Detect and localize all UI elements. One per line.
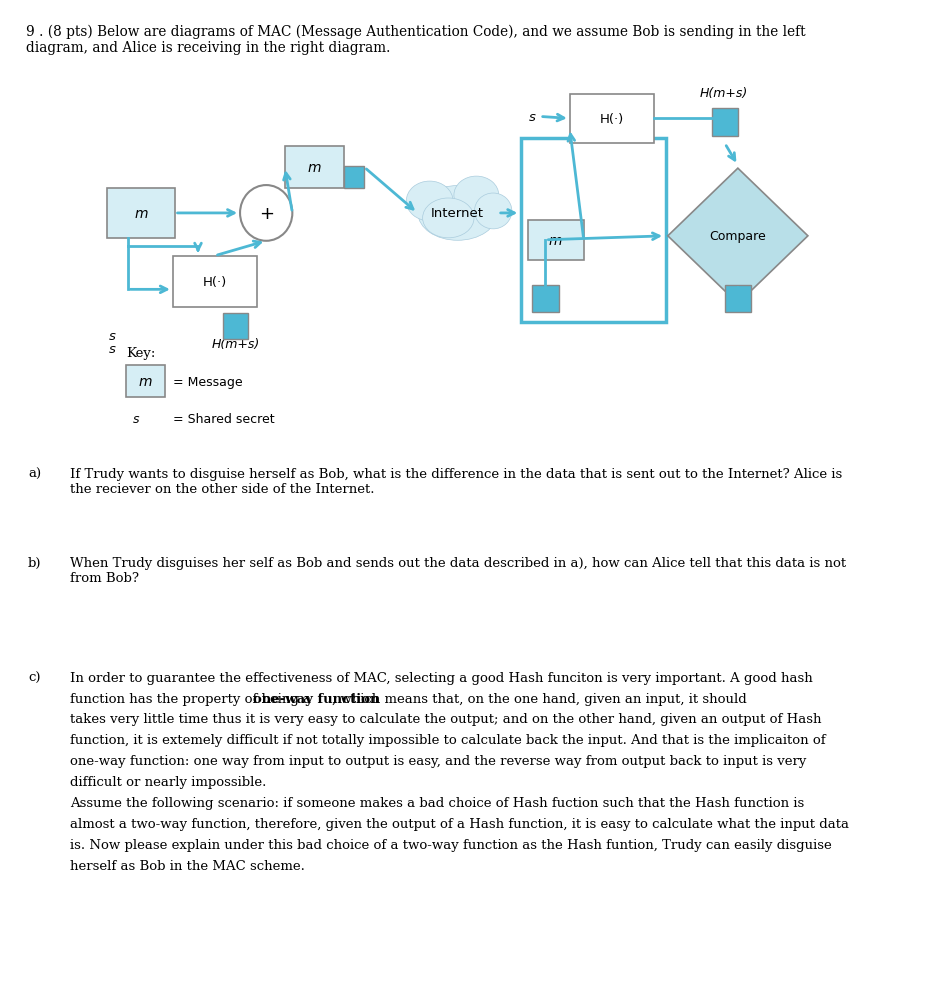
Text: s: s <box>529 110 535 124</box>
Text: m: m <box>139 375 152 389</box>
Text: herself as Bob in the MAC scheme.: herself as Bob in the MAC scheme. <box>70 859 304 872</box>
Text: m: m <box>549 234 562 248</box>
Text: When Trudy disguises her self as Bob and sends out the data described in a), how: When Trudy disguises her self as Bob and… <box>70 557 846 584</box>
FancyBboxPatch shape <box>173 256 257 308</box>
Text: H(·): H(·) <box>203 275 227 289</box>
Text: m: m <box>307 161 321 175</box>
FancyBboxPatch shape <box>712 109 738 137</box>
FancyBboxPatch shape <box>126 366 165 398</box>
Ellipse shape <box>422 199 474 239</box>
FancyBboxPatch shape <box>532 285 559 313</box>
Text: function has the property of being a: function has the property of being a <box>70 692 316 705</box>
FancyBboxPatch shape <box>570 94 654 144</box>
Text: If Trudy wants to disguise herself as Bob, what is the difference in the data th: If Trudy wants to disguise herself as Bo… <box>70 467 842 495</box>
FancyBboxPatch shape <box>528 221 584 260</box>
Text: H(m+s): H(m+s) <box>211 338 260 351</box>
Text: s: s <box>108 343 116 356</box>
Text: In order to guarantee the effectiveness of MAC, selecting a good Hash funciton i: In order to guarantee the effectiveness … <box>70 671 813 684</box>
FancyBboxPatch shape <box>725 285 751 313</box>
FancyBboxPatch shape <box>344 167 364 189</box>
Text: a): a) <box>28 467 41 480</box>
Text: b): b) <box>28 557 41 570</box>
Text: one-way function: one way from input to output is easy, and the reverse way from: one-way function: one way from input to … <box>70 754 806 767</box>
Text: takes very little time thus it is very easy to calculate the output; and on the : takes very little time thus it is very e… <box>70 713 822 726</box>
Text: = Message: = Message <box>173 375 243 389</box>
Text: s: s <box>133 413 139 426</box>
Text: Assume the following scenario: if someone makes a bad choice of Hash fuction suc: Assume the following scenario: if someon… <box>70 796 804 809</box>
Text: Key:: Key: <box>126 347 155 360</box>
Text: c): c) <box>28 671 40 684</box>
FancyBboxPatch shape <box>107 189 175 239</box>
Ellipse shape <box>418 187 498 241</box>
Text: Compare: Compare <box>710 230 766 244</box>
Text: m: m <box>134 207 148 221</box>
Text: , which means that, on the one hand, given an input, it should: , which means that, on the one hand, giv… <box>333 692 747 705</box>
Text: 9 . (8 pts) Below are diagrams of MAC (Message Authentication Code), and we assu: 9 . (8 pts) Below are diagrams of MAC (M… <box>26 25 806 56</box>
Text: H(·): H(·) <box>600 112 624 126</box>
Text: difficult or nearly impossible.: difficult or nearly impossible. <box>70 775 266 788</box>
Ellipse shape <box>454 177 499 215</box>
FancyBboxPatch shape <box>223 314 248 340</box>
Text: is. Now please explain under this bad choice of a two-way function as the Hash f: is. Now please explain under this bad ch… <box>70 838 832 851</box>
Text: function, it is extemely difficult if not totally impossible to calculate back t: function, it is extemely difficult if no… <box>70 734 826 746</box>
Text: +: + <box>259 205 274 223</box>
Ellipse shape <box>474 194 512 230</box>
Text: s: s <box>108 330 116 343</box>
Text: almost a two-way function, therefore, given the output of a Hash function, it is: almost a two-way function, therefore, gi… <box>70 817 849 830</box>
FancyBboxPatch shape <box>521 139 666 323</box>
Text: = Shared secret: = Shared secret <box>173 413 275 426</box>
Text: Internet: Internet <box>432 207 484 221</box>
Text: H(m+s): H(m+s) <box>700 86 748 99</box>
FancyBboxPatch shape <box>285 147 344 189</box>
Polygon shape <box>668 169 808 304</box>
Text: one-way function: one-way function <box>253 692 380 705</box>
Ellipse shape <box>406 182 453 222</box>
